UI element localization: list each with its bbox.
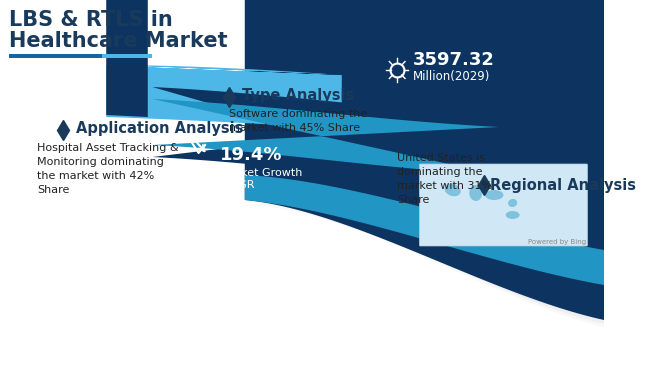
Text: Powered by Bing: Powered by Bing [528,239,585,245]
Bar [9,54,101,58]
Ellipse shape [508,199,517,207]
Polygon shape [255,0,611,328]
Polygon shape [106,0,148,117]
Polygon shape [245,175,604,285]
Polygon shape [152,87,499,187]
Polygon shape [106,0,342,129]
Text: Million USD
(2022): Million USD (2022) [184,285,252,314]
Bar [101,54,152,58]
Polygon shape [152,99,499,175]
Text: Type Analysis: Type Analysis [242,87,354,102]
Ellipse shape [485,190,504,200]
Polygon shape [251,0,608,324]
Text: Healthcare Market: Healthcare Market [9,31,228,51]
Polygon shape [245,0,604,320]
Text: Hospital Asset Tracking &
Monitoring dominating
the market with 42%
Share: Hospital Asset Tracking & Monitoring dom… [37,143,179,195]
FancyBboxPatch shape [419,164,587,246]
Text: Regional Analysis: Regional Analysis [490,177,636,192]
Text: Million(2029): Million(2029) [413,70,490,82]
Text: 3597.32: 3597.32 [413,51,495,69]
Ellipse shape [506,211,519,219]
Ellipse shape [469,185,482,201]
Text: LBS & RTLS in: LBS & RTLS in [9,10,173,30]
Text: Market Growth
-CAGR: Market Growth -CAGR [220,168,302,191]
Text: 1241.64: 1241.64 [184,261,267,279]
Ellipse shape [445,184,461,196]
Text: 19.4%: 19.4% [220,146,283,164]
Text: United States is
dominating the
market with 31%
Share: United States is dominating the market w… [397,153,492,205]
Text: Software dominating the
market with 45% Share: Software dominating the market with 45% … [229,109,368,133]
Text: Application Analysis: Application Analysis [76,121,243,136]
